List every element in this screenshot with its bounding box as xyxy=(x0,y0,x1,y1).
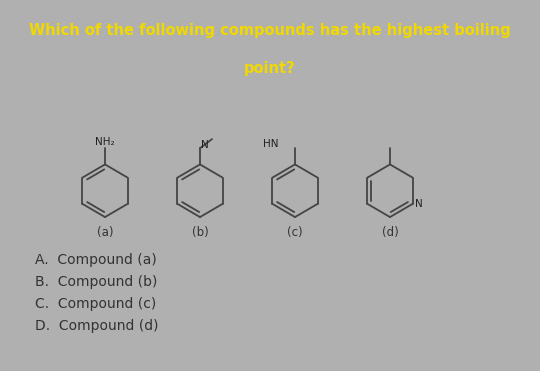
Text: N: N xyxy=(415,199,422,209)
Text: NH₂: NH₂ xyxy=(95,137,114,147)
Text: (d): (d) xyxy=(382,226,399,239)
Text: Which of the following compounds has the highest boiling: Which of the following compounds has the… xyxy=(29,23,511,38)
Text: A.  Compound (a): A. Compound (a) xyxy=(35,253,157,267)
Text: HN: HN xyxy=(264,139,279,149)
Text: B.  Compound (b): B. Compound (b) xyxy=(35,275,157,289)
Text: (c): (c) xyxy=(287,226,303,239)
Text: (b): (b) xyxy=(192,226,208,239)
Text: C.  Compound (c): C. Compound (c) xyxy=(35,297,156,311)
Text: point?: point? xyxy=(244,60,296,76)
Text: N: N xyxy=(201,140,209,150)
Text: (a): (a) xyxy=(97,226,113,239)
Text: D.  Compound (d): D. Compound (d) xyxy=(35,319,159,334)
